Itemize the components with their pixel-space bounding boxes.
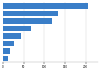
Bar xyxy=(3,56,8,61)
Bar xyxy=(3,48,10,54)
Bar xyxy=(3,26,31,31)
Bar xyxy=(3,3,88,9)
Bar xyxy=(3,41,14,46)
Bar xyxy=(3,33,21,39)
Bar xyxy=(3,18,52,24)
Bar xyxy=(3,11,58,16)
